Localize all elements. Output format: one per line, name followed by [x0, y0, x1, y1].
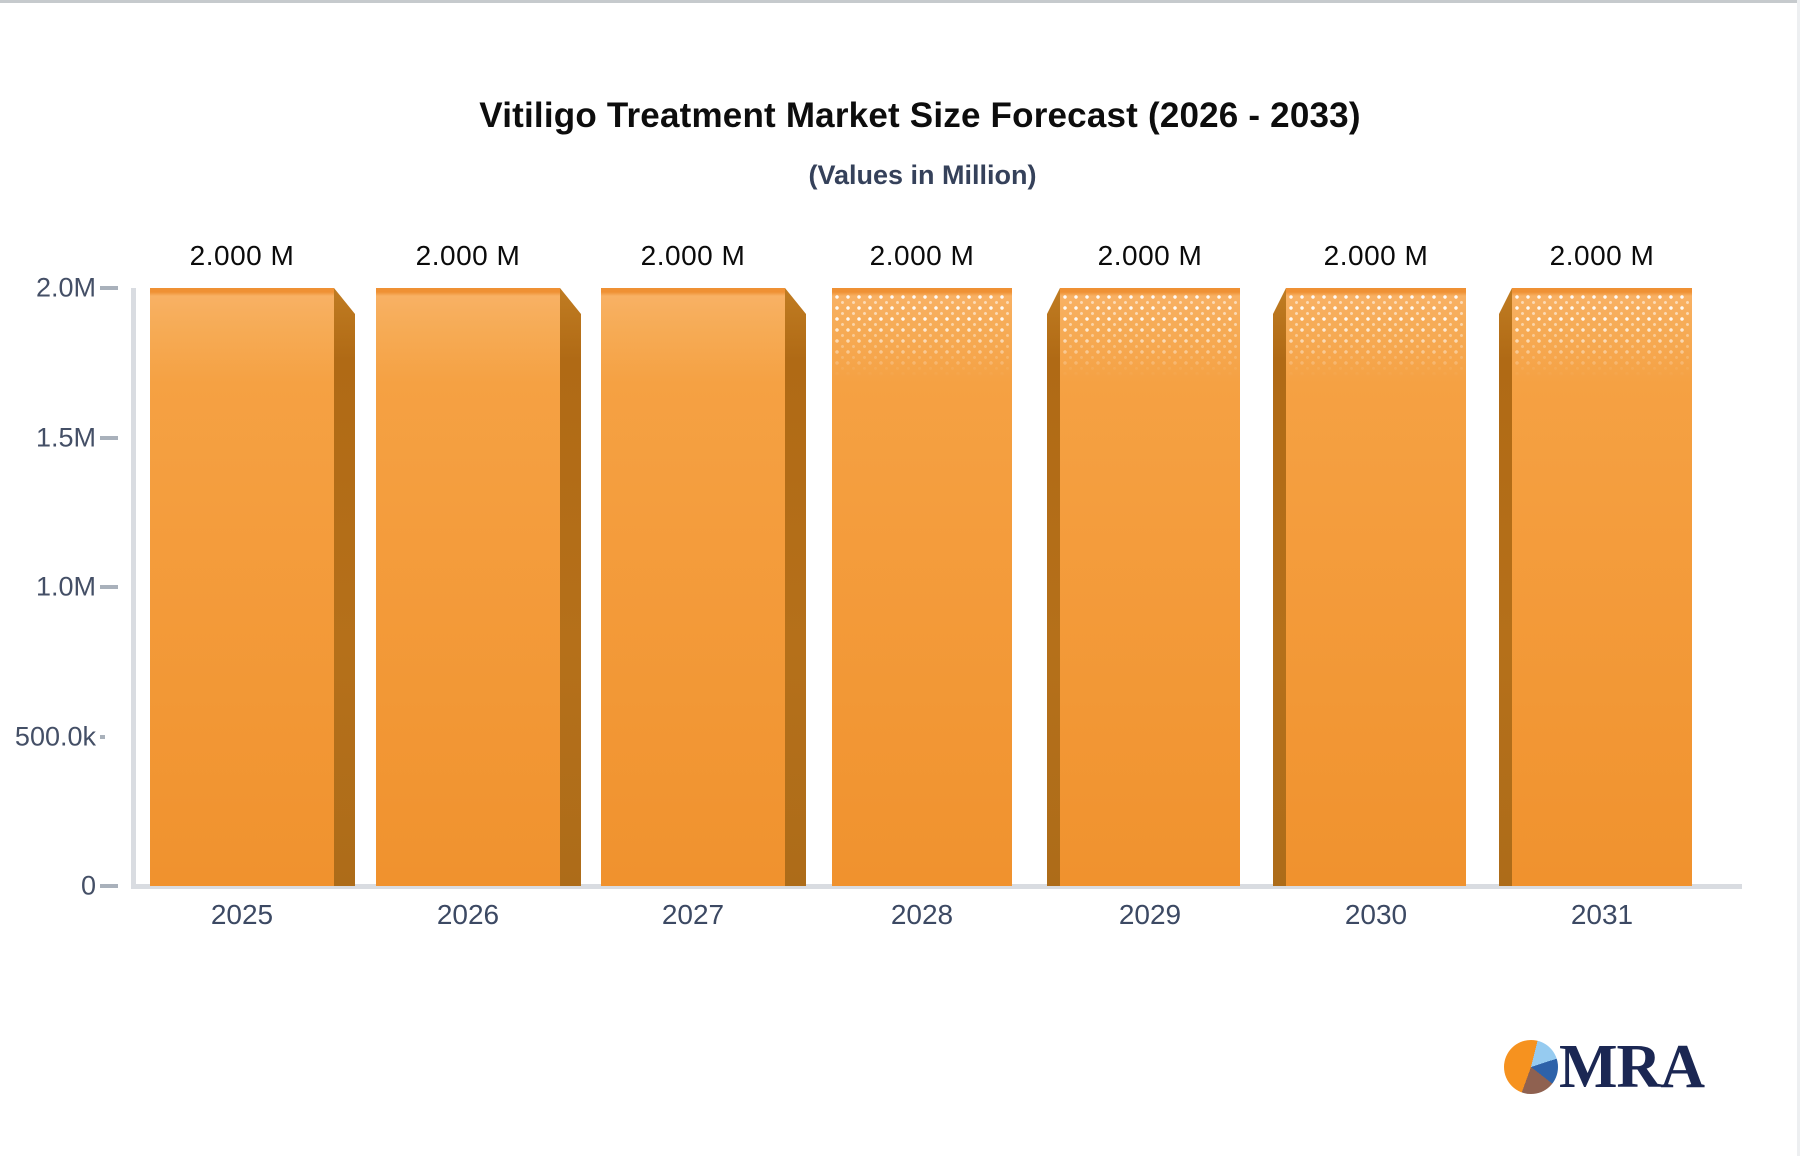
chart-subtitle: (Values in Million)	[808, 160, 1037, 190]
pie-chart-icon	[1504, 1040, 1558, 1094]
bar-2031[interactable]	[1512, 288, 1692, 886]
y-axis-tick-mark	[100, 286, 118, 290]
bar-forecast-texture	[1288, 294, 1464, 376]
x-axis-label: 2027	[661, 899, 725, 930]
bar-value-label: 2.000 M	[415, 240, 521, 271]
bar-3d-bevel	[560, 288, 581, 886]
x-axis-label: 2031	[1570, 899, 1634, 930]
bar-2028[interactable]	[832, 288, 1012, 886]
x-axis-label: 2025	[210, 899, 274, 930]
y-axis-tick-mark	[100, 585, 118, 589]
y-axis-tick-mark	[100, 884, 118, 888]
bar-value-label: 2.000 M	[640, 240, 746, 271]
y-axis-tick-label: 0	[80, 870, 96, 901]
y-axis-tick-label: 500.0k	[14, 721, 96, 751]
bar-3d-bevel	[1047, 288, 1060, 886]
bar-forecast-texture	[1062, 294, 1238, 376]
y-axis-tick-label: 1.0M	[35, 571, 96, 602]
bar-3d-bevel	[1273, 288, 1286, 886]
bar-3d-bevel	[1499, 288, 1512, 886]
bar-forecast-texture	[1514, 294, 1690, 376]
x-axis-label: 2029	[1118, 899, 1182, 930]
x-axis-label: 2028	[890, 899, 954, 930]
bar-value-label: 2.000 M	[1097, 240, 1203, 271]
x-axis-line	[131, 884, 1742, 889]
chart-title: Vitiligo Treatment Market Size Forecast …	[479, 96, 1361, 135]
y-axis-tick-label: 1.5M	[35, 422, 96, 452]
y-axis-line	[131, 288, 136, 886]
x-axis-label: 2030	[1344, 899, 1408, 930]
bar-value-label: 2.000 M	[1549, 240, 1655, 271]
bar-3d-bevel	[785, 288, 806, 886]
bar-3d-bevel	[334, 288, 355, 886]
bar-forecast-texture	[834, 294, 1010, 376]
y-axis-tick-mark	[100, 734, 105, 739]
bar-value-label: 2.000 M	[1323, 240, 1429, 271]
mra-logo: MRA	[1504, 1033, 1705, 1101]
bar-2030[interactable]	[1286, 288, 1466, 886]
y-axis-tick-label: 2.0M	[35, 272, 96, 303]
y-axis-tick-mark	[100, 435, 118, 440]
bar-2029[interactable]	[1060, 288, 1240, 886]
right-window-edge	[1797, 0, 1800, 1156]
mra-logo-text: MRA	[1559, 1033, 1705, 1101]
top-window-edge	[0, 0, 1800, 3]
x-axis-label: 2026	[436, 899, 500, 930]
bar-value-label: 2.000 M	[869, 240, 975, 271]
bar-2026[interactable]	[376, 288, 560, 886]
bar-value-label: 2.000 M	[189, 240, 295, 271]
bar-2027[interactable]	[601, 288, 785, 886]
bar-2025[interactable]	[150, 288, 334, 886]
